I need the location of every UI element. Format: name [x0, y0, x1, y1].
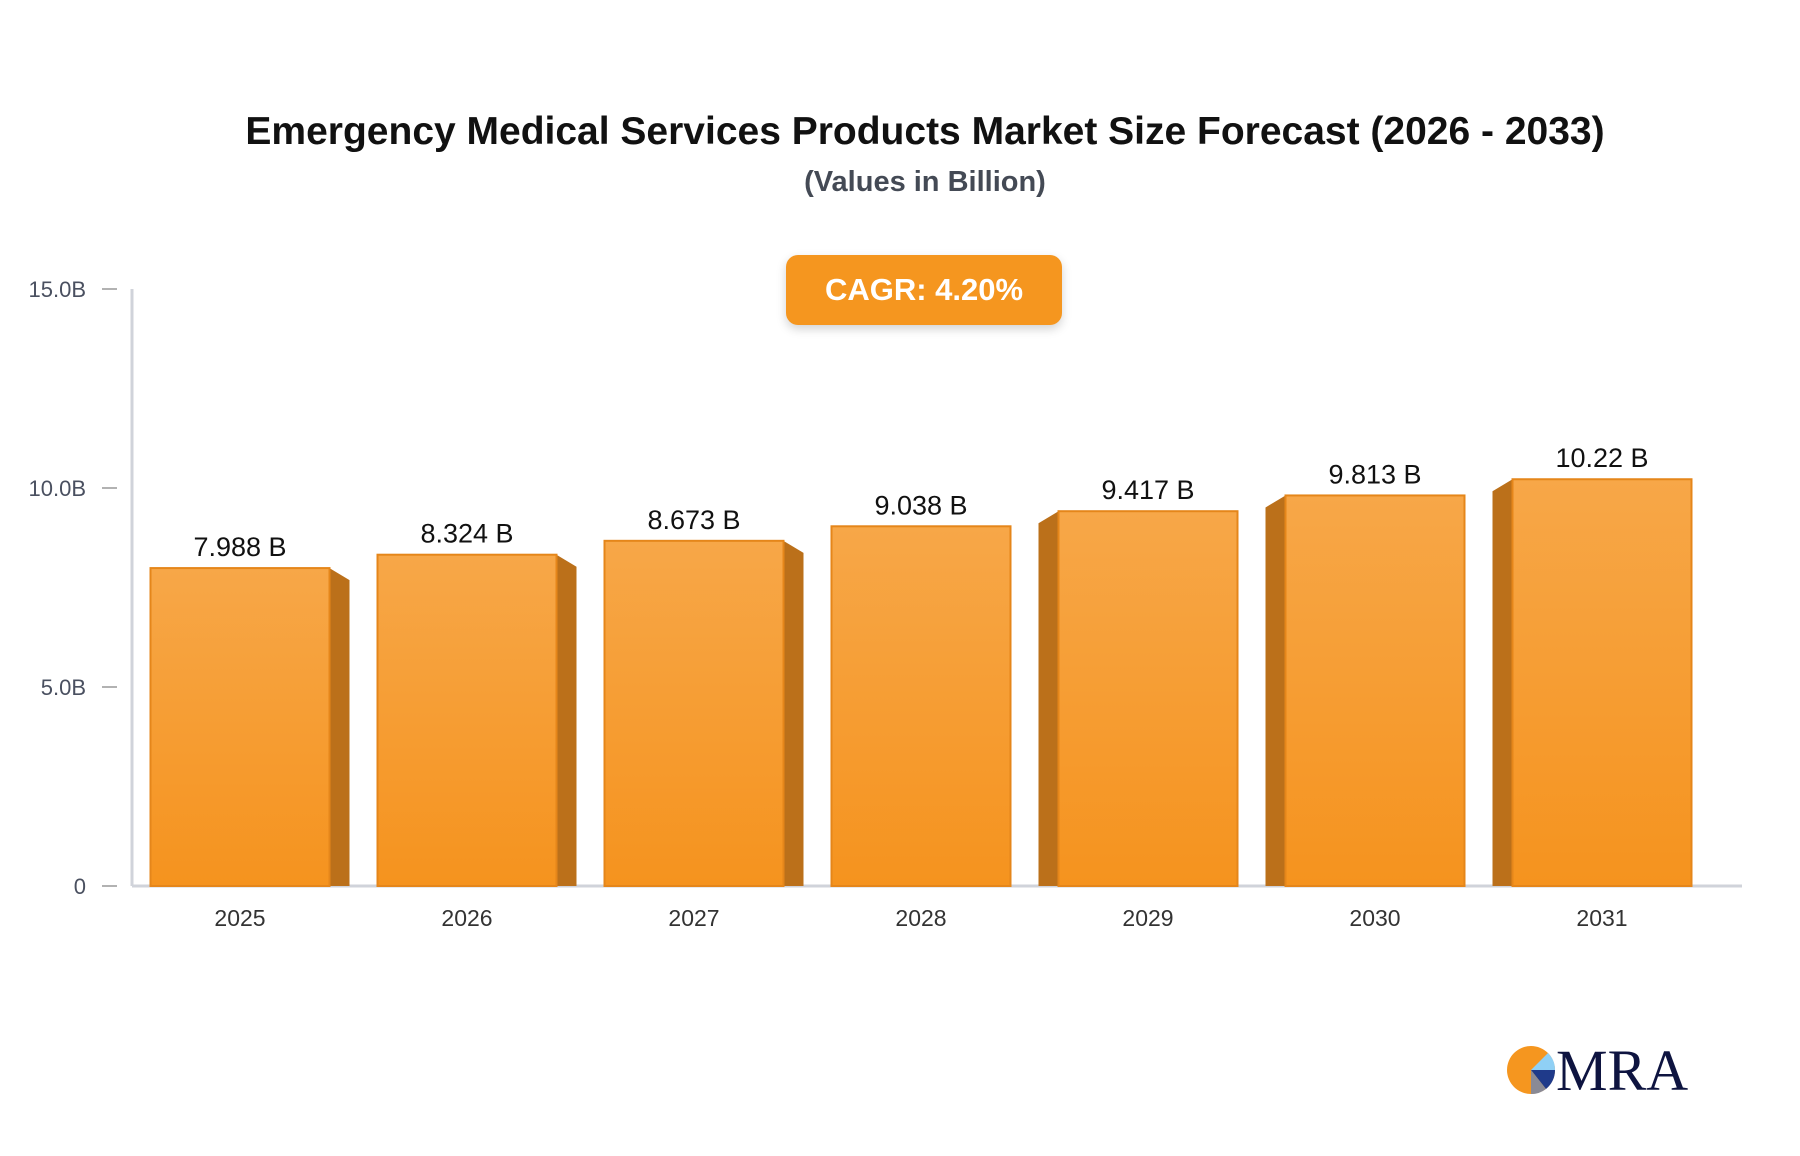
x-tick-label: 2028 — [895, 905, 946, 931]
bar-side — [556, 554, 577, 886]
data-label: 8.673 B — [647, 505, 740, 535]
logo-text: MRA — [1556, 1040, 1688, 1100]
bar — [603, 539, 785, 887]
y-tick-label: 0 — [74, 874, 86, 899]
data-label: 7.988 B — [193, 532, 286, 562]
cagr-badge: CAGR: 4.20% — [786, 255, 1062, 325]
bar — [149, 567, 331, 887]
bar-side — [783, 540, 804, 886]
bar — [1057, 510, 1239, 887]
y-tick-label: 5.0B — [41, 675, 86, 700]
data-label: 9.813 B — [1328, 459, 1421, 489]
bar — [376, 553, 558, 887]
x-tick-label: 2031 — [1576, 905, 1627, 931]
bar — [830, 525, 1012, 887]
data-label: 8.324 B — [420, 519, 513, 549]
x-tick-label: 2030 — [1349, 905, 1400, 931]
bar-side — [329, 568, 350, 886]
x-tick-label: 2026 — [441, 905, 492, 931]
bar — [1511, 478, 1693, 887]
x-tick-label: 2027 — [668, 905, 719, 931]
bar-side — [1265, 495, 1286, 886]
x-tick-label: 2029 — [1122, 905, 1173, 931]
data-label: 9.038 B — [874, 490, 967, 520]
x-tick-label: 2025 — [214, 905, 265, 931]
bar-side — [1038, 511, 1059, 886]
chart-title: Emergency Medical Services Products Mark… — [245, 110, 1605, 153]
data-label: 10.22 B — [1555, 443, 1648, 473]
bar — [1284, 494, 1466, 887]
bar-side — [1492, 479, 1513, 886]
y-tick-label: 15.0B — [29, 277, 87, 302]
y-tick-label: 10.0B — [29, 476, 87, 501]
data-label: 9.417 B — [1101, 475, 1194, 505]
mra-logo: MRA — [1507, 1040, 1688, 1100]
chart-subtitle: (Values in Billion) — [804, 166, 1046, 198]
